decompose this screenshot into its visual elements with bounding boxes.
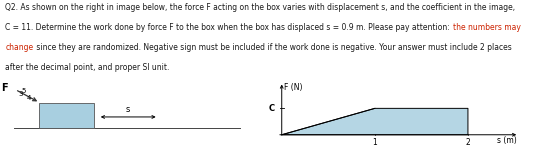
Text: C = 11. Determine the work done by force F to the box when the box has displaced: C = 11. Determine the work done by force… <box>5 23 453 32</box>
Text: 4: 4 <box>27 95 31 101</box>
Polygon shape <box>282 108 468 135</box>
Text: since they are randomized. Negative sign must be included if the work done is ne: since they are randomized. Negative sign… <box>33 43 511 52</box>
Text: F: F <box>2 83 8 93</box>
Text: 1: 1 <box>373 138 377 145</box>
Text: s (m): s (m) <box>497 136 516 145</box>
Text: Q2. As shown on the right in image below, the force F acting on the box varies w: Q2. As shown on the right in image below… <box>5 3 516 12</box>
Text: after the decimal point, and proper SI unit.: after the decimal point, and proper SI u… <box>5 63 170 72</box>
Text: C: C <box>268 104 274 113</box>
Bar <box>38 104 94 128</box>
Text: F (N): F (N) <box>284 83 302 92</box>
Text: 2: 2 <box>465 138 470 145</box>
Text: the numbers may: the numbers may <box>453 23 521 32</box>
Text: 5: 5 <box>22 88 26 94</box>
Text: s: s <box>126 105 130 114</box>
Text: 3: 3 <box>19 91 23 97</box>
Text: change: change <box>5 43 33 52</box>
